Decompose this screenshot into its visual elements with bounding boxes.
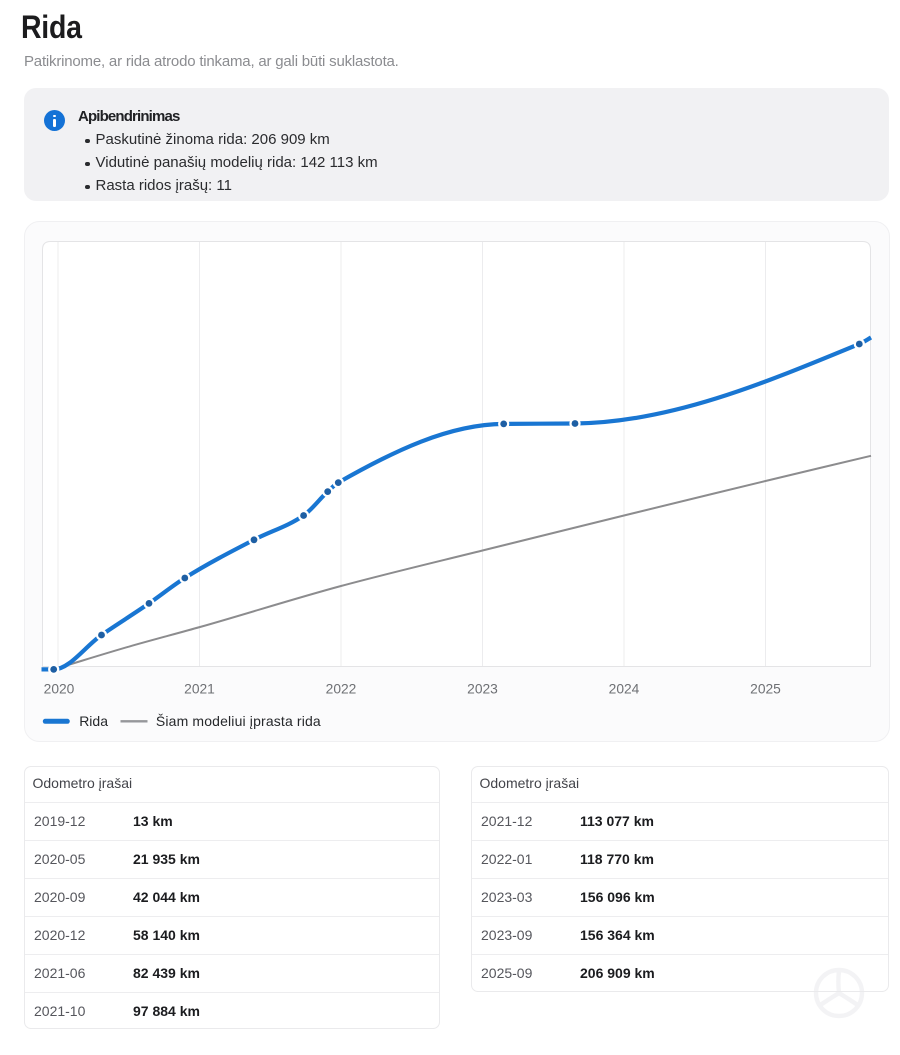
svg-text:2021: 2021 bbox=[184, 681, 215, 696]
svg-text:Rida: Rida bbox=[79, 713, 108, 729]
svg-text:Šiam modeliui įprasta rida: Šiam modeliui įprasta rida bbox=[156, 713, 321, 729]
svg-text:2022: 2022 bbox=[326, 681, 357, 696]
svg-text:2020: 2020 bbox=[44, 681, 75, 696]
svg-text:2024: 2024 bbox=[609, 681, 640, 696]
svg-text:2025: 2025 bbox=[750, 681, 781, 696]
svg-text:2023: 2023 bbox=[467, 681, 498, 696]
